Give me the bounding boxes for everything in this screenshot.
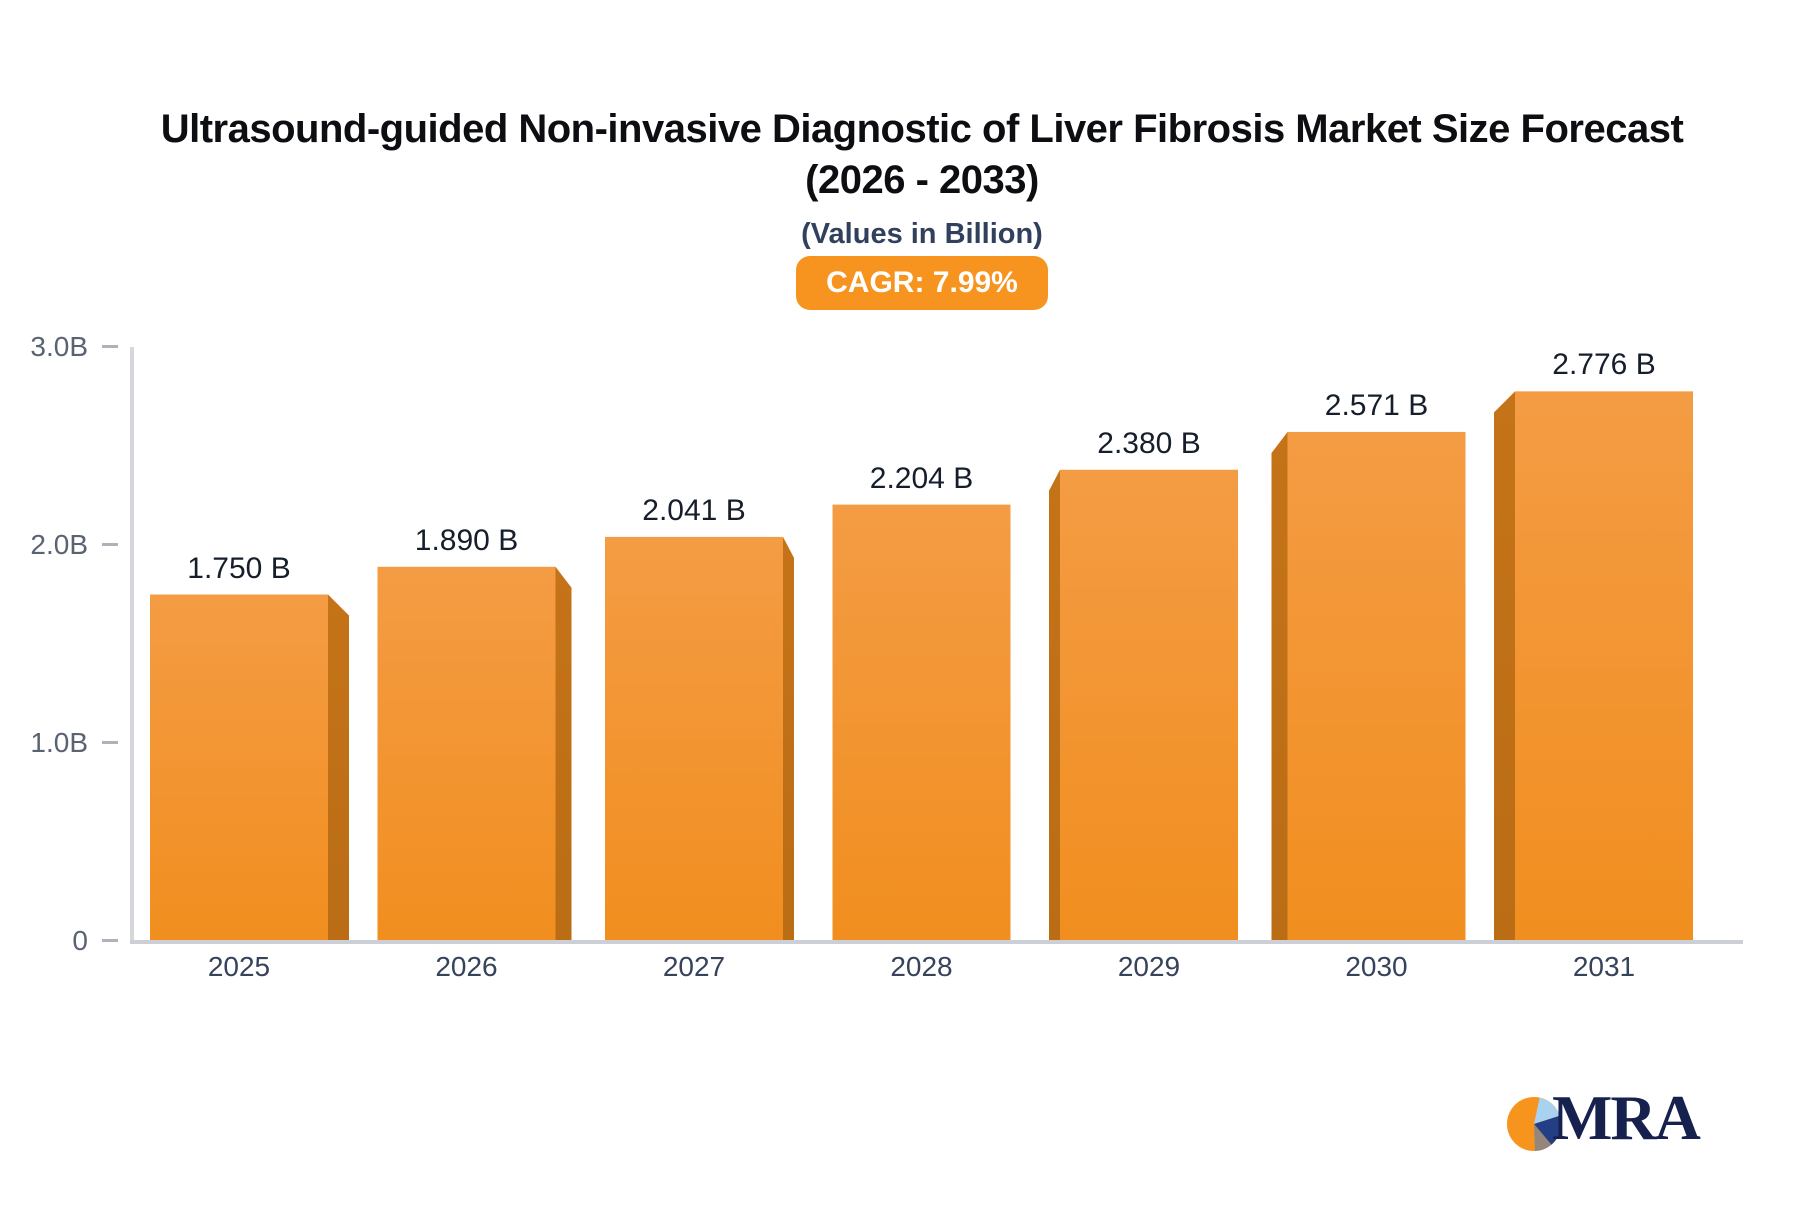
x-axis-line xyxy=(130,940,1743,944)
chart-header: Ultrasound-guided Non-invasive Diagnosti… xyxy=(44,104,1800,310)
y-axis-tick-mark xyxy=(102,741,118,744)
x-axis-label: 2028 xyxy=(890,951,953,982)
bar-3d-side xyxy=(1049,469,1060,941)
bar xyxy=(605,536,783,941)
bar-value-label: 2.776 B xyxy=(1552,348,1656,382)
y-axis-tick-mark xyxy=(102,345,118,348)
cagr-badge: CAGR: 7.99% xyxy=(796,256,1048,310)
bar xyxy=(1287,431,1466,941)
bar-3d-side xyxy=(328,594,349,941)
x-axis-label: 2027 xyxy=(662,951,726,982)
bar xyxy=(832,504,1011,941)
bar-value-label: 2.380 B xyxy=(1097,426,1201,460)
x-axis-label: 2026 xyxy=(435,951,498,982)
bar-3d-side xyxy=(783,536,794,941)
bar xyxy=(1515,391,1693,941)
bar-value-label: 2.204 B xyxy=(869,461,974,495)
chart-title-line1: Ultrasound-guided Non-invasive Diagnosti… xyxy=(160,107,1684,151)
bar-value-label: 2.041 B xyxy=(642,493,746,527)
y-axis-tick-label: 1.0B xyxy=(30,727,88,758)
y-axis-line xyxy=(130,347,134,944)
x-axis-label: 2030 xyxy=(1345,951,1408,982)
y-axis-tick-mark xyxy=(102,939,118,942)
logo-text: MRA xyxy=(1552,1082,1701,1153)
bar-3d-side xyxy=(555,566,572,941)
bar xyxy=(377,566,556,941)
bar-value-label: 2.571 B xyxy=(1324,388,1429,422)
y-axis-tick-label: 2.0B xyxy=(30,529,88,560)
bar xyxy=(150,594,328,941)
chart-title-line2: (2026 - 2033) xyxy=(805,158,1039,202)
bar xyxy=(1060,469,1238,941)
bar-3d-side xyxy=(1271,431,1288,941)
x-axis-label: 2031 xyxy=(1572,951,1636,982)
x-axis-label: 2025 xyxy=(207,951,271,982)
x-axis-label: 2029 xyxy=(1117,951,1181,982)
bar-value-label: 1.890 B xyxy=(414,523,519,557)
y-axis-tick-label: 0 xyxy=(72,925,88,956)
bar-value-label: 1.750 B xyxy=(187,551,291,585)
chart-subtitle: (Values in Billion) xyxy=(801,218,1043,250)
bar-3d-side xyxy=(1494,391,1515,941)
y-axis-tick-mark xyxy=(102,543,118,546)
chart-title: Ultrasound-guided Non-invasive Diagnosti… xyxy=(44,104,1800,206)
y-axis-tick-label: 3.0B xyxy=(30,331,88,362)
pie-chart-logo-icon xyxy=(1507,1097,1562,1151)
